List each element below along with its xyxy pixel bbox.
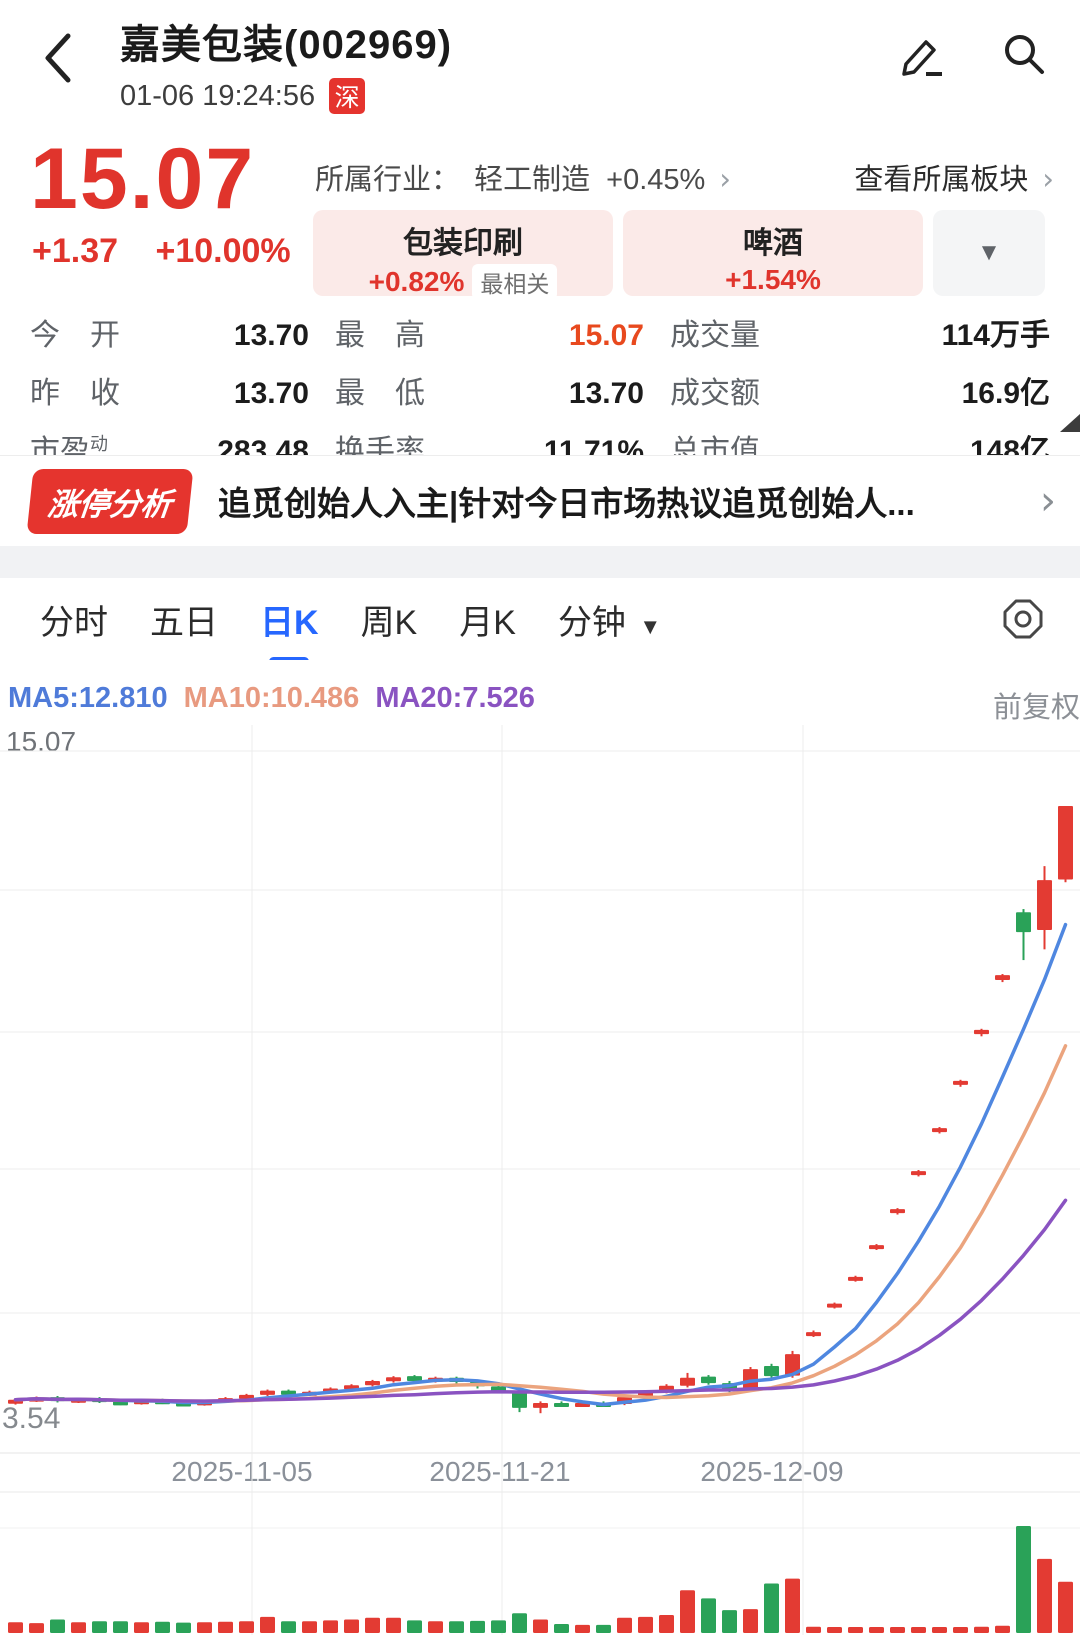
chart-settings-icon[interactable] bbox=[1000, 596, 1046, 642]
quote-timestamp: 01-06 19:24:56 bbox=[120, 79, 316, 112]
change-percent: +10.00% bbox=[155, 232, 291, 270]
industry-link[interactable]: 所属行业： 轻工制造 +0.45% › bbox=[315, 156, 731, 198]
sector-name: 啤酒 bbox=[743, 227, 803, 260]
exchange-badge: 深 bbox=[329, 78, 366, 114]
ma5-label: MA5:12.810 bbox=[8, 682, 168, 714]
x-axis-label: 2025-11-05 bbox=[171, 1456, 313, 1487]
sector-chip-packaging[interactable]: 包装印刷 +0.82% 最相关 bbox=[313, 210, 613, 300]
edit-icon[interactable] bbox=[896, 28, 948, 80]
x-axis-label: 2025-12-09 bbox=[700, 1456, 844, 1487]
tab-label: 日K bbox=[260, 603, 319, 642]
sector-chip-beer[interactable]: 啤酒 +1.54% bbox=[623, 210, 923, 296]
industry-name: 轻工制造 bbox=[474, 164, 591, 196]
most-related-tag: 最相关 bbox=[472, 264, 558, 300]
sector-change: +1.54% bbox=[725, 264, 821, 295]
view-sector-label: 查看所属板块 bbox=[854, 164, 1029, 196]
change-amount: +1.37 bbox=[32, 232, 119, 270]
ma10-label: MA10:10.486 bbox=[183, 682, 360, 714]
title-box: 嘉美包装(002969) 01-06 19:24:56 深 bbox=[120, 12, 452, 114]
tab-minutes-dropdown[interactable]: 分钟 ▼ bbox=[558, 595, 661, 644]
sector-collapse-button[interactable]: ▼ bbox=[933, 210, 1045, 296]
stat-3: 昨 收 13.70 bbox=[30, 377, 309, 410]
tab-weekly-k[interactable]: 周K bbox=[360, 603, 418, 642]
tab-monthly-k[interactable]: 月K bbox=[459, 603, 516, 642]
caret-down-icon: ▼ bbox=[639, 613, 662, 639]
sector-name: 包装印刷 bbox=[403, 227, 523, 260]
limit-up-banner[interactable]: 涨停分析 追觅创始人入主|针对今日市场热议追觅创始人... › bbox=[0, 456, 1080, 546]
sector-chips: 包装印刷 +0.82% 最相关 啤酒 +1.54% ▼ bbox=[313, 210, 1045, 300]
stat-1: 最 高 15.07 bbox=[335, 319, 644, 352]
sector-change: +0.82% bbox=[368, 266, 465, 297]
header: 嘉美包装(002969) 01-06 19:24:56 深 bbox=[0, 0, 1080, 114]
divider bbox=[0, 455, 1080, 456]
y-axis-min-label: 3.54 bbox=[2, 1402, 61, 1435]
last-price: 15.07 bbox=[30, 131, 256, 227]
industry-label: 所属行业： bbox=[315, 164, 461, 196]
tab-daily-k[interactable]: 日K bbox=[260, 595, 319, 666]
tab-minute[interactable]: 分时 bbox=[40, 603, 108, 642]
search-icon[interactable] bbox=[998, 28, 1050, 80]
caret-down-icon: ▼ bbox=[977, 239, 1001, 266]
banner-headline: 追觅创始人入主|针对今日市场热议追觅创始人... bbox=[218, 485, 915, 522]
tab-5day[interactable]: 五日 bbox=[150, 603, 218, 642]
industry-change: +0.45% bbox=[606, 164, 706, 196]
chevron-right-icon: › bbox=[719, 162, 731, 196]
quote-panel: 15.07 +1.37 +10.00% 所属行业： 轻工制造 +0.45% › … bbox=[0, 114, 1080, 468]
candlestick-chart[interactable] bbox=[0, 725, 1080, 1635]
back-icon[interactable] bbox=[40, 30, 76, 86]
ma20-label: MA20:7.526 bbox=[375, 682, 535, 714]
tab-label: 分钟 bbox=[557, 603, 626, 642]
stat-2: 成交量 114万手 bbox=[670, 319, 1050, 352]
chevron-right-icon: › bbox=[1040, 478, 1056, 524]
adjust-mode-label[interactable]: 前复权 bbox=[992, 692, 1080, 724]
limit-up-badge: 涨停分析 bbox=[26, 468, 194, 534]
stat-4: 最 低 13.70 bbox=[335, 377, 644, 410]
stat-5: 成交额 16.9亿 bbox=[670, 377, 1050, 410]
stats-grid: 今 开 13.70 最 高 15.07 成交量 114万手昨 收 13.70 最 低 13.70… bbox=[30, 310, 1050, 470]
stat-0: 今 开 13.70 bbox=[30, 319, 309, 352]
chevron-right-icon: › bbox=[1042, 162, 1054, 196]
expand-stats-icon[interactable] bbox=[1060, 414, 1080, 432]
y-axis-max-label: 15.07 bbox=[6, 726, 77, 757]
ma-legend: MA5:12.810 MA10:10.486 MA20:7.526 bbox=[8, 682, 535, 715]
view-sector-link[interactable]: 查看所属板块 › bbox=[854, 156, 1054, 198]
section-gap bbox=[0, 546, 1080, 578]
price-change: +1.37 +10.00% bbox=[32, 232, 291, 271]
x-axis-label: 2025-11-21 bbox=[429, 1456, 571, 1487]
page-title: 嘉美包装(002969) bbox=[120, 23, 453, 67]
kline-chart-panel[interactable]: MA5:12.810 MA10:10.486 MA20:7.526 前复权 15… bbox=[0, 660, 1080, 1635]
chart-tabs: 分时 五日 日K 周K 月K 分钟 ▼ bbox=[0, 578, 1080, 666]
